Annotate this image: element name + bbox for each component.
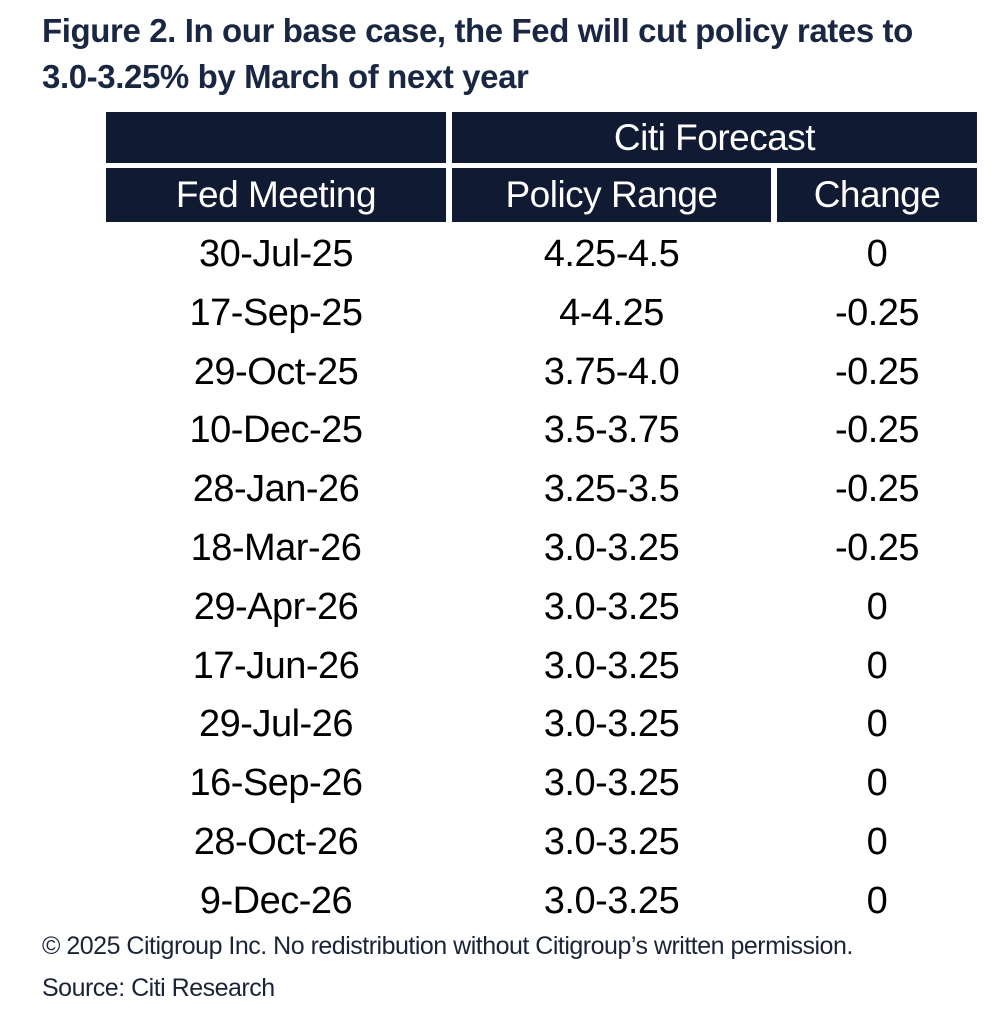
forecast-table: Citi Forecast Fed Meeting Policy Range C…: [106, 112, 977, 931]
figure-title: Figure 2. In our base case, the Fed will…: [42, 8, 913, 100]
cell-fed-meeting: 10-Dec-25: [189, 409, 363, 452]
table-row: 28-Oct-26 3.0-3.25 0: [106, 813, 977, 872]
cell-fed-meeting: 17-Jun-26: [192, 644, 360, 687]
cell-fed-meeting: 17-Sep-25: [189, 291, 363, 334]
cell-change: -0.25: [834, 291, 920, 334]
table-row: 29-Apr-26 3.0-3.25 0: [106, 578, 977, 637]
cell-fed-meeting: 28-Oct-26: [193, 820, 359, 863]
table-row: 17-Sep-25 4-4.25 -0.25: [106, 284, 977, 343]
table-row: 18-Mar-26 3.0-3.25 -0.25: [106, 519, 977, 578]
table-row: 28-Jan-26 3.25-3.5 -0.25: [106, 460, 977, 519]
figure-title-line2: 3.0-3.25% by March of next year: [42, 58, 529, 95]
cell-policy-range: 3.0-3.25: [543, 820, 680, 863]
cell-fed-meeting: 29-Apr-26: [193, 585, 359, 628]
cell-policy-range: 3.0-3.25: [543, 762, 680, 805]
cell-change: 0: [866, 233, 888, 275]
cell-fed-meeting: 9-Dec-26: [199, 879, 353, 922]
cell-change: -0.25: [834, 350, 920, 393]
source-line: Source: Citi Research: [42, 974, 275, 1002]
cell-change: 0: [866, 585, 888, 628]
cell-policy-range: 3.0-3.25: [543, 879, 680, 922]
cell-fed-meeting: 28-Jan-26: [192, 468, 360, 511]
cell-policy-range: 3.5-3.75: [543, 409, 680, 452]
cell-fed-meeting: 30-Jul-25: [199, 233, 353, 275]
table-row: 29-Oct-25 3.75-4.0 -0.25: [106, 343, 977, 402]
header-blank-cell: [106, 112, 446, 163]
table-row: 17-Jun-26 3.0-3.25 0: [106, 637, 977, 696]
header-fed-meeting: Fed Meeting: [106, 168, 446, 222]
table-row: 30-Jul-25 4.25-4.5 0: [106, 225, 977, 284]
cell-change: 0: [866, 879, 888, 922]
table-body: 30-Jul-25 4.25-4.5 0 17-Sep-25 4-4.25 -0.25 29…: [106, 222, 977, 931]
cell-policy-range: 4-4.25: [559, 291, 664, 334]
table-column-header-row: Fed Meeting Policy Range Change: [106, 168, 977, 222]
cell-change: 0: [866, 762, 888, 805]
cell-change: -0.25: [834, 468, 920, 511]
cell-change: -0.25: [834, 526, 920, 569]
header-policy-range: Policy Range: [452, 168, 771, 222]
cell-policy-range: 3.0-3.25: [543, 526, 680, 569]
table-row: 10-Dec-25 3.5-3.75 -0.25: [106, 401, 977, 460]
cell-fed-meeting: 18-Mar-26: [190, 526, 362, 569]
cell-policy-range: 3.0-3.25: [543, 585, 680, 628]
cell-policy-range: 3.0-3.25: [543, 644, 680, 687]
cell-policy-range: 3.25-3.5: [543, 468, 680, 511]
cell-fed-meeting: 29-Oct-25: [193, 350, 359, 393]
cell-fed-meeting: 29-Jul-26: [199, 703, 353, 746]
table-group-header-row: Citi Forecast: [106, 112, 977, 163]
cell-change: 0: [866, 820, 888, 863]
header-change: Change: [777, 168, 977, 222]
header-citi-forecast: Citi Forecast: [452, 112, 977, 163]
cell-change: -0.25: [834, 409, 920, 452]
cell-policy-range: 3.75-4.0: [543, 350, 680, 393]
figure-title-line1: Figure 2. In our base case, the Fed will…: [42, 12, 913, 49]
copyright-notice: © 2025 Citigroup Inc. No redistribution …: [42, 932, 853, 960]
cell-policy-range: 3.0-3.25: [543, 703, 680, 746]
table-row: 9-Dec-26 3.0-3.25 0: [106, 872, 977, 931]
cell-change: 0: [866, 644, 888, 687]
cell-fed-meeting: 16-Sep-26: [189, 762, 363, 805]
table-row: 29-Jul-26 3.0-3.25 0: [106, 695, 977, 754]
cell-change: 0: [866, 703, 888, 746]
table-row: 16-Sep-26 3.0-3.25 0: [106, 754, 977, 813]
cell-policy-range: 4.25-4.5: [543, 233, 680, 275]
